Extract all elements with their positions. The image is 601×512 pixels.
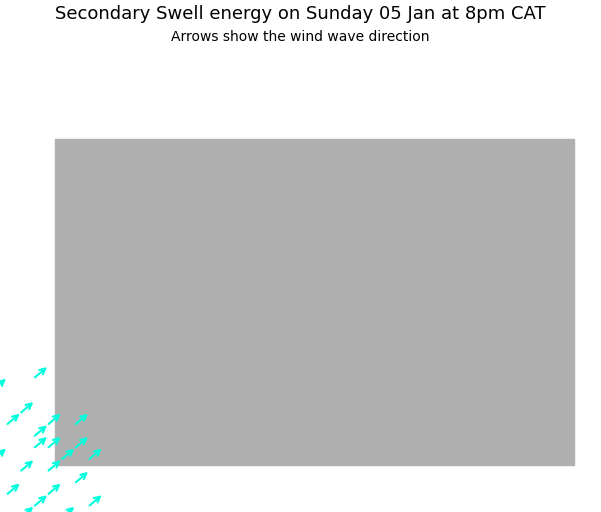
Text: Secondary Swell energy on Sunday 05 Jan at 8pm CAT: Secondary Swell energy on Sunday 05 Jan …	[55, 5, 546, 23]
Polygon shape	[55, 139, 574, 465]
Text: Arrows show the wind wave direction: Arrows show the wind wave direction	[171, 30, 430, 44]
